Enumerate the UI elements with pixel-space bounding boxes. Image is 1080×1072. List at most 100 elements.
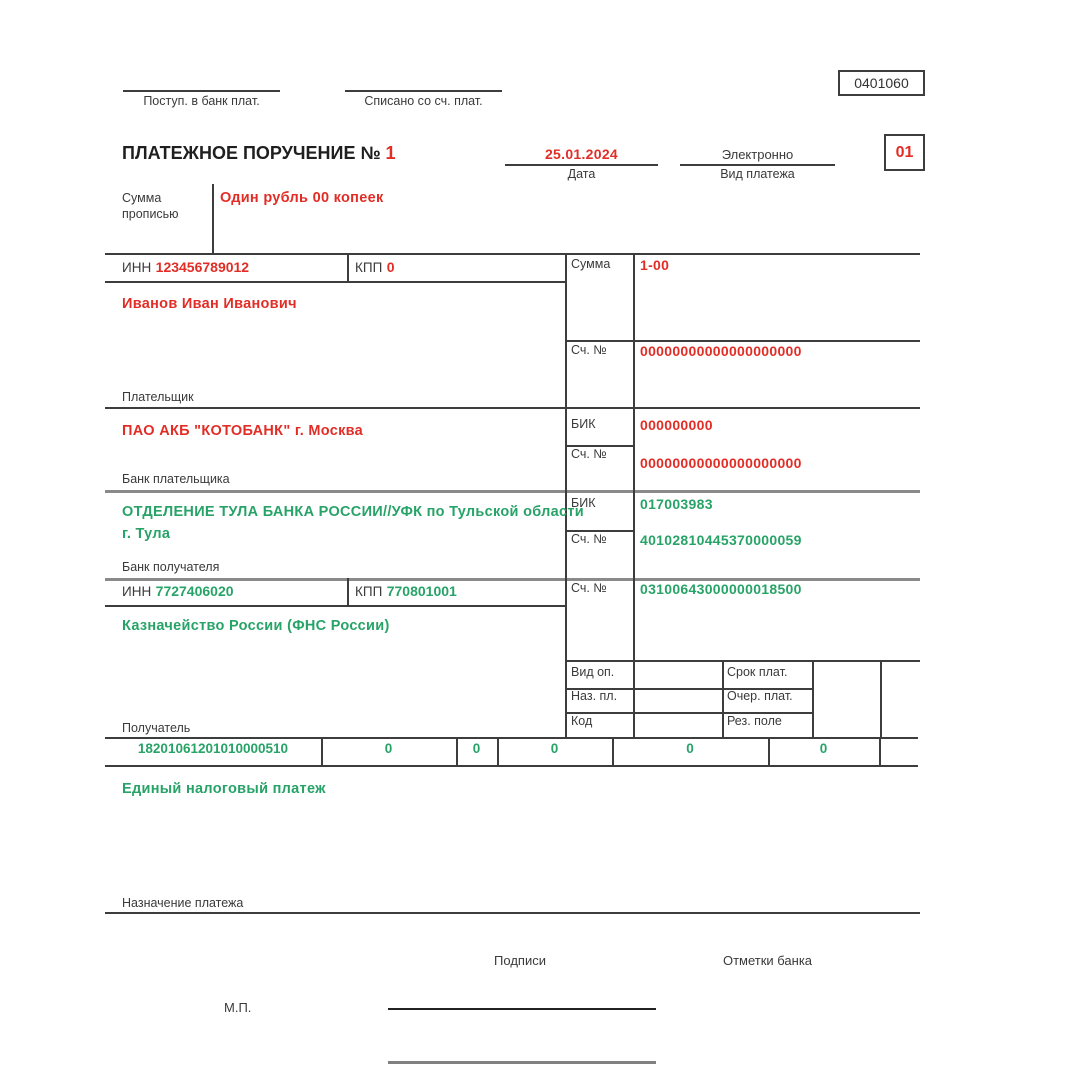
payment-kind-value: Электронно	[721, 147, 794, 162]
grid-line	[105, 765, 918, 767]
sum-value: 1-00	[640, 257, 670, 273]
grid-line	[565, 660, 920, 662]
beneficiary-name: Казначейство России (ФНС России)	[122, 618, 390, 634]
beneficiary-inn-field: ИНН 7727406020	[122, 583, 234, 601]
payer-inn-label: ИНН	[122, 260, 152, 275]
amount-in-words-label: Сумма прописью	[122, 191, 179, 222]
section-divider	[105, 578, 920, 581]
section-divider	[105, 490, 920, 493]
grid-line	[565, 445, 634, 447]
grid-line	[105, 407, 920, 409]
beneficiary-bank-name: ОТДЕЛЕНИЕ ТУЛА БАНКА РОССИИ//УФК по Туль…	[122, 504, 584, 542]
amount-in-words-value: Один рубль 00 копеек	[220, 190, 384, 206]
payer-bank-account-value: 00000000000000000000	[640, 455, 802, 471]
grid-line	[633, 253, 635, 737]
signature-line-1	[388, 1008, 656, 1010]
grid-line	[565, 253, 567, 737]
payer-bank-section-label: Банк плательщика	[122, 472, 230, 486]
payment-kind-label: Вид платежа	[720, 167, 795, 181]
bank-marks-label: Отметки банка	[722, 953, 813, 968]
payer-bank-name: ПАО АКБ "КОТОБАНК" г. Москва	[122, 423, 364, 439]
reserve-field-label: Рез. поле	[727, 714, 782, 728]
sum-label: Сумма	[571, 257, 611, 271]
document-date-value: 0	[819, 741, 828, 756]
document-title-text: ПЛАТЕЖНОЕ ПОРУЧЕНИЕ №	[122, 143, 381, 163]
form-code-box: 0401060	[838, 70, 925, 96]
beneficiary-inn-label: ИНН	[122, 584, 152, 599]
payer-bank-bik-label: БИК	[571, 417, 596, 431]
grid-line	[321, 737, 323, 765]
payment-purpose-section-label: Назначение платежа	[122, 896, 244, 910]
payer-kpp-field: КПП 0	[355, 259, 395, 277]
operation-type-label: Вид оп.	[571, 665, 615, 679]
payer-name: Иванов Иван Иванович	[122, 296, 297, 312]
payer-bank-bik-value: 000000000	[640, 417, 713, 433]
beneficiary-bank-account-value: 40102810445370000059	[640, 532, 802, 548]
document-number-value: 0	[686, 741, 694, 756]
beneficiary-bank-account-label: Сч. №	[571, 532, 607, 546]
status-code-box: 01	[884, 134, 925, 171]
payer-bank-account-label: Сч. №	[571, 447, 607, 461]
payer-kpp-label: КПП	[355, 260, 383, 275]
payer-inn-field: ИНН 123456789012	[122, 259, 249, 277]
payment-term-label: Срок плат.	[727, 665, 788, 679]
date-label: Дата	[567, 167, 596, 181]
date-underline	[505, 164, 658, 166]
document-number: 1	[385, 143, 396, 163]
grid-line	[347, 578, 349, 605]
grid-line	[812, 660, 814, 737]
beneficiary-kpp-value: 770801001	[386, 583, 457, 599]
beneficiary-bank-bik-label: БИК	[571, 496, 596, 510]
grid-line	[105, 253, 920, 255]
document-title: ПЛАТЕЖНОЕ ПОРУЧЕНИЕ № 1	[122, 143, 396, 164]
beneficiary-inn-value: 7727406020	[155, 583, 234, 599]
grid-line	[722, 660, 724, 737]
beneficiary-kpp-label: КПП	[355, 584, 383, 599]
payment-purpose-text: Единый налоговый платеж	[122, 781, 326, 797]
purpose-underline	[105, 912, 920, 914]
stamp-label: М.П.	[224, 1000, 252, 1015]
beneficiary-bank-bik-value: 017003983	[640, 496, 713, 512]
received-date-line	[123, 90, 280, 92]
signature-line-2	[388, 1061, 656, 1064]
status-code: 01	[895, 143, 914, 161]
code-label: Код	[571, 714, 593, 728]
payer-kpp-value: 0	[386, 259, 395, 275]
grid-line	[105, 605, 567, 607]
kbk-value: 18201061201010000510	[137, 741, 289, 756]
grid-line	[105, 737, 918, 739]
payer-account-label: Сч. №	[571, 343, 607, 357]
debited-date-line	[345, 90, 502, 92]
grid-line	[879, 737, 881, 765]
beneficiary-section-label: Получатель	[122, 721, 191, 735]
grid-line	[105, 281, 567, 283]
tax-period-value: 0	[550, 741, 559, 756]
grid-line	[768, 737, 770, 765]
payer-inn-value: 123456789012	[155, 259, 250, 275]
grid-line	[565, 688, 814, 690]
grid-line	[497, 737, 499, 765]
form-code: 0401060	[854, 75, 909, 91]
received-in-bank-label: Поступ. в банк плат.	[143, 94, 260, 108]
grid-line	[565, 530, 634, 532]
signatures-label: Подписи	[494, 953, 546, 968]
grid-line	[565, 712, 814, 714]
oktmo-value: 0	[384, 741, 393, 756]
payment-order-label: Очер. плат.	[727, 689, 793, 703]
payer-section-label: Плательщик	[122, 390, 194, 404]
payment-purpose-code-label: Наз. пл.	[571, 689, 618, 703]
payment-kind-underline	[680, 164, 835, 166]
beneficiary-account-label: Сч. №	[571, 581, 607, 595]
grid-line	[565, 340, 920, 342]
amount-words-divider	[212, 184, 214, 254]
debited-from-account-label: Списано со сч. плат.	[364, 94, 483, 108]
payment-basis-value: 0	[472, 741, 481, 756]
grid-line	[456, 737, 458, 765]
beneficiary-account-value: 03100643000000018500	[640, 581, 802, 597]
beneficiary-kpp-field: КПП 770801001	[355, 583, 457, 601]
date-value: 25.01.2024	[544, 146, 619, 162]
payer-account-value: 00000000000000000000	[640, 343, 802, 359]
grid-line	[612, 737, 614, 765]
grid-line	[347, 253, 349, 281]
